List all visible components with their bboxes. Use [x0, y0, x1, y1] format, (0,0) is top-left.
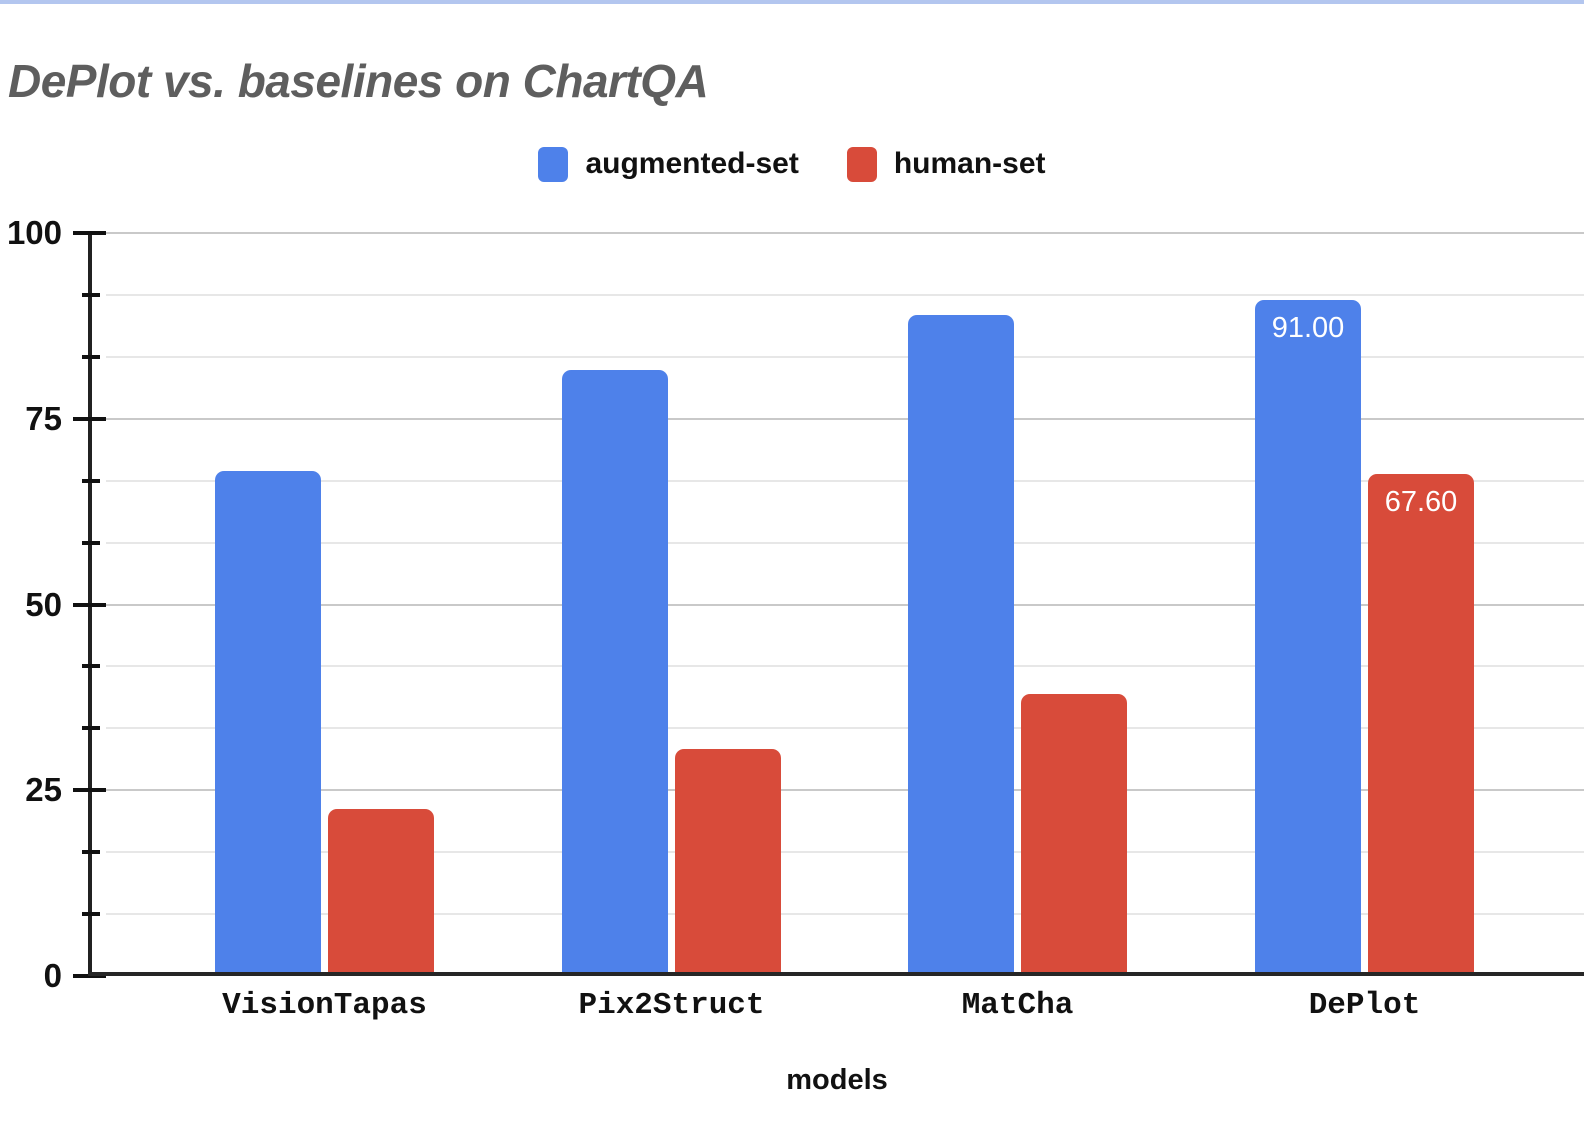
gridline-minor	[106, 727, 1584, 730]
bar-human-set-deplot	[1368, 473, 1474, 972]
x-axis-line	[88, 972, 1584, 976]
bar-augmented-set-deplot	[1255, 299, 1361, 972]
gridline-minor	[106, 913, 1584, 916]
y-tick-minor	[82, 850, 100, 855]
y-tick-major	[73, 231, 106, 235]
y-tick-minor	[82, 540, 100, 545]
y-axis-tick-label: 50	[25, 585, 62, 623]
y-axis-tick-label: 0	[43, 957, 62, 994]
legend-item-augmented-set: augmented-set	[538, 146, 799, 182]
y-axis-tick-label: 100	[6, 214, 62, 251]
x-category-label-pix2struct: Pix2Struct	[578, 988, 765, 1023]
bar-augmented-set-matcha	[908, 314, 1014, 972]
y-tick-minor	[82, 726, 100, 731]
bar-value-label: 67.60	[1384, 485, 1458, 518]
legend-label: human-set	[893, 147, 1046, 180]
y-tick-minor	[82, 912, 100, 917]
gridline-minor	[106, 665, 1584, 668]
y-tick-major	[73, 788, 106, 793]
bar-human-set-matcha	[1021, 693, 1127, 972]
x-category-label-matcha: MatCha	[961, 988, 1074, 1023]
gridline-major	[106, 789, 1584, 792]
gridline-minor	[106, 541, 1584, 544]
gridline-minor	[106, 293, 1584, 296]
y-axis-tick-label: 75	[25, 399, 62, 437]
bar-augmented-set-visiontapas	[215, 470, 321, 972]
y-tick-minor	[82, 292, 100, 297]
gridline-minor	[106, 479, 1584, 482]
legend-swatch-augmented-set-icon	[538, 146, 569, 182]
gridline-major	[106, 603, 1584, 606]
gridline-major	[106, 417, 1584, 420]
bar-human-set-pix2struct	[675, 749, 781, 972]
y-tick-major	[73, 602, 106, 607]
bar-value-label: 91.00	[1271, 311, 1345, 344]
y-tick-minor	[82, 478, 100, 483]
gridline-major	[106, 232, 1584, 234]
gridline-minor	[106, 355, 1584, 358]
legend-item-human-set: human-set	[846, 146, 1046, 182]
y-tick-minor	[82, 354, 100, 359]
y-tick-major	[73, 416, 106, 421]
bar-human-set-visiontapas	[328, 808, 434, 972]
chart-title: DePlot vs. baselines on ChartQA	[8, 55, 709, 107]
x-category-label-visiontapas: VisionTapas	[222, 988, 427, 1023]
bar-augmented-set-pix2struct	[562, 370, 668, 972]
gridline-minor	[106, 851, 1584, 854]
legend: augmented-set human-set	[0, 144, 1584, 184]
top-border-line	[0, 0, 1584, 4]
x-category-label-deplot: DePlot	[1308, 988, 1421, 1023]
legend-label: augmented-set	[585, 147, 799, 180]
y-tick-major	[73, 974, 106, 978]
y-axis-tick-label: 25	[25, 771, 62, 809]
y-tick-minor	[82, 664, 100, 669]
x-axis-title: models	[786, 1064, 888, 1096]
legend-swatch-human-set-icon	[846, 146, 877, 182]
